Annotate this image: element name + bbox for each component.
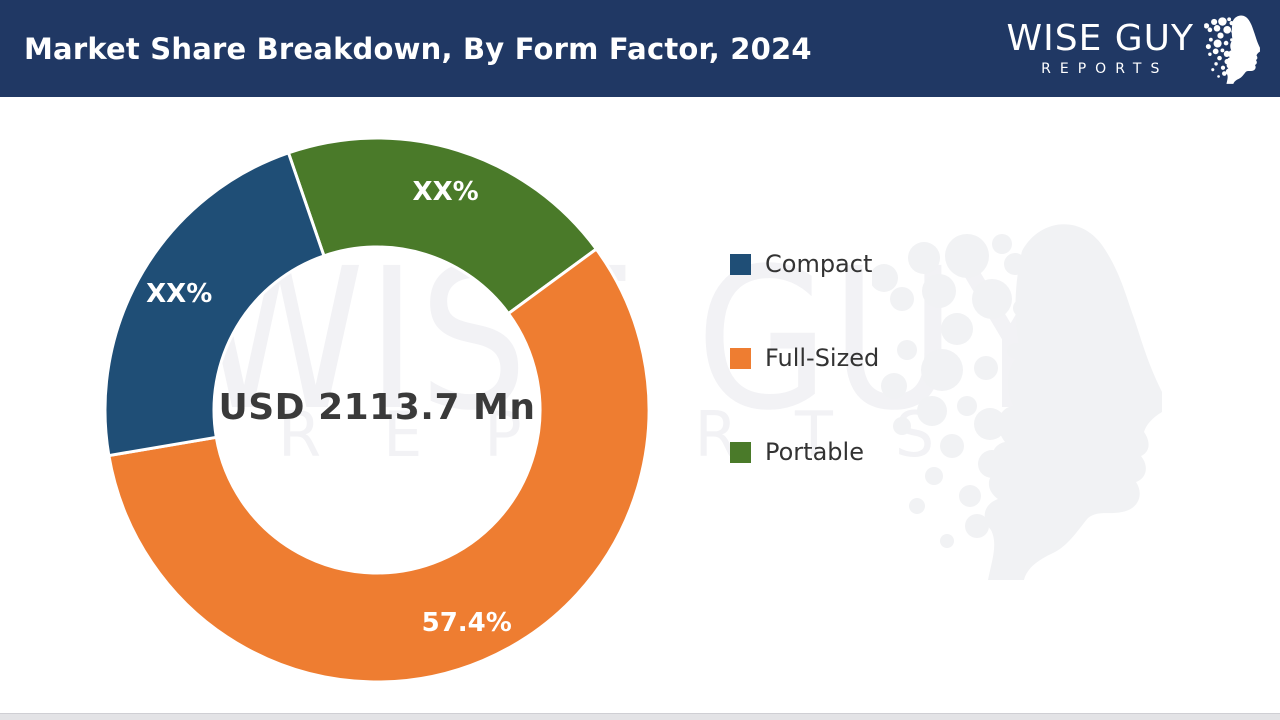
slice-label-compact: XX% (146, 279, 212, 309)
legend-item-full-sized: Full-Sized (730, 344, 879, 372)
slice-label-portable: XX% (413, 177, 479, 207)
footer-strip (0, 713, 1280, 720)
legend-item-compact: Compact (730, 250, 879, 278)
donut-slice-compact (103, 151, 326, 458)
brand-name: WISE GUY (1006, 18, 1194, 59)
donut-slice-full-sized (107, 247, 651, 684)
brand-logo: WISE GUY REPORTS (1007, 10, 1280, 87)
brand-logo-text: WISE GUY REPORTS (1006, 18, 1195, 77)
legend-item-portable: Portable (730, 438, 879, 466)
legend-swatch-portable (730, 441, 751, 463)
legend-label-full-sized: Full-Sized (765, 344, 880, 372)
brand-face-icon (1204, 10, 1262, 87)
legend-swatch-compact (730, 253, 751, 275)
page-title: Market Share Breakdown, By Form Factor, … (24, 31, 812, 66)
chart-legend: Compact Full-Sized Portable (730, 250, 879, 466)
donut-chart: XX% 57.4% XX% (103, 136, 651, 684)
legend-swatch-full-sized (730, 347, 751, 369)
donut-slice-portable (286, 136, 598, 316)
chart-center-value: USD 2113.7 Mn (218, 387, 536, 428)
brand-subtitle: REPORTS (1041, 61, 1169, 77)
legend-label-portable: Portable (765, 438, 864, 466)
legend-label-compact: Compact (765, 250, 873, 278)
slice-label-full-sized: 57.4% (422, 608, 512, 638)
header-bar: Market Share Breakdown, By Form Factor, … (0, 0, 1280, 97)
